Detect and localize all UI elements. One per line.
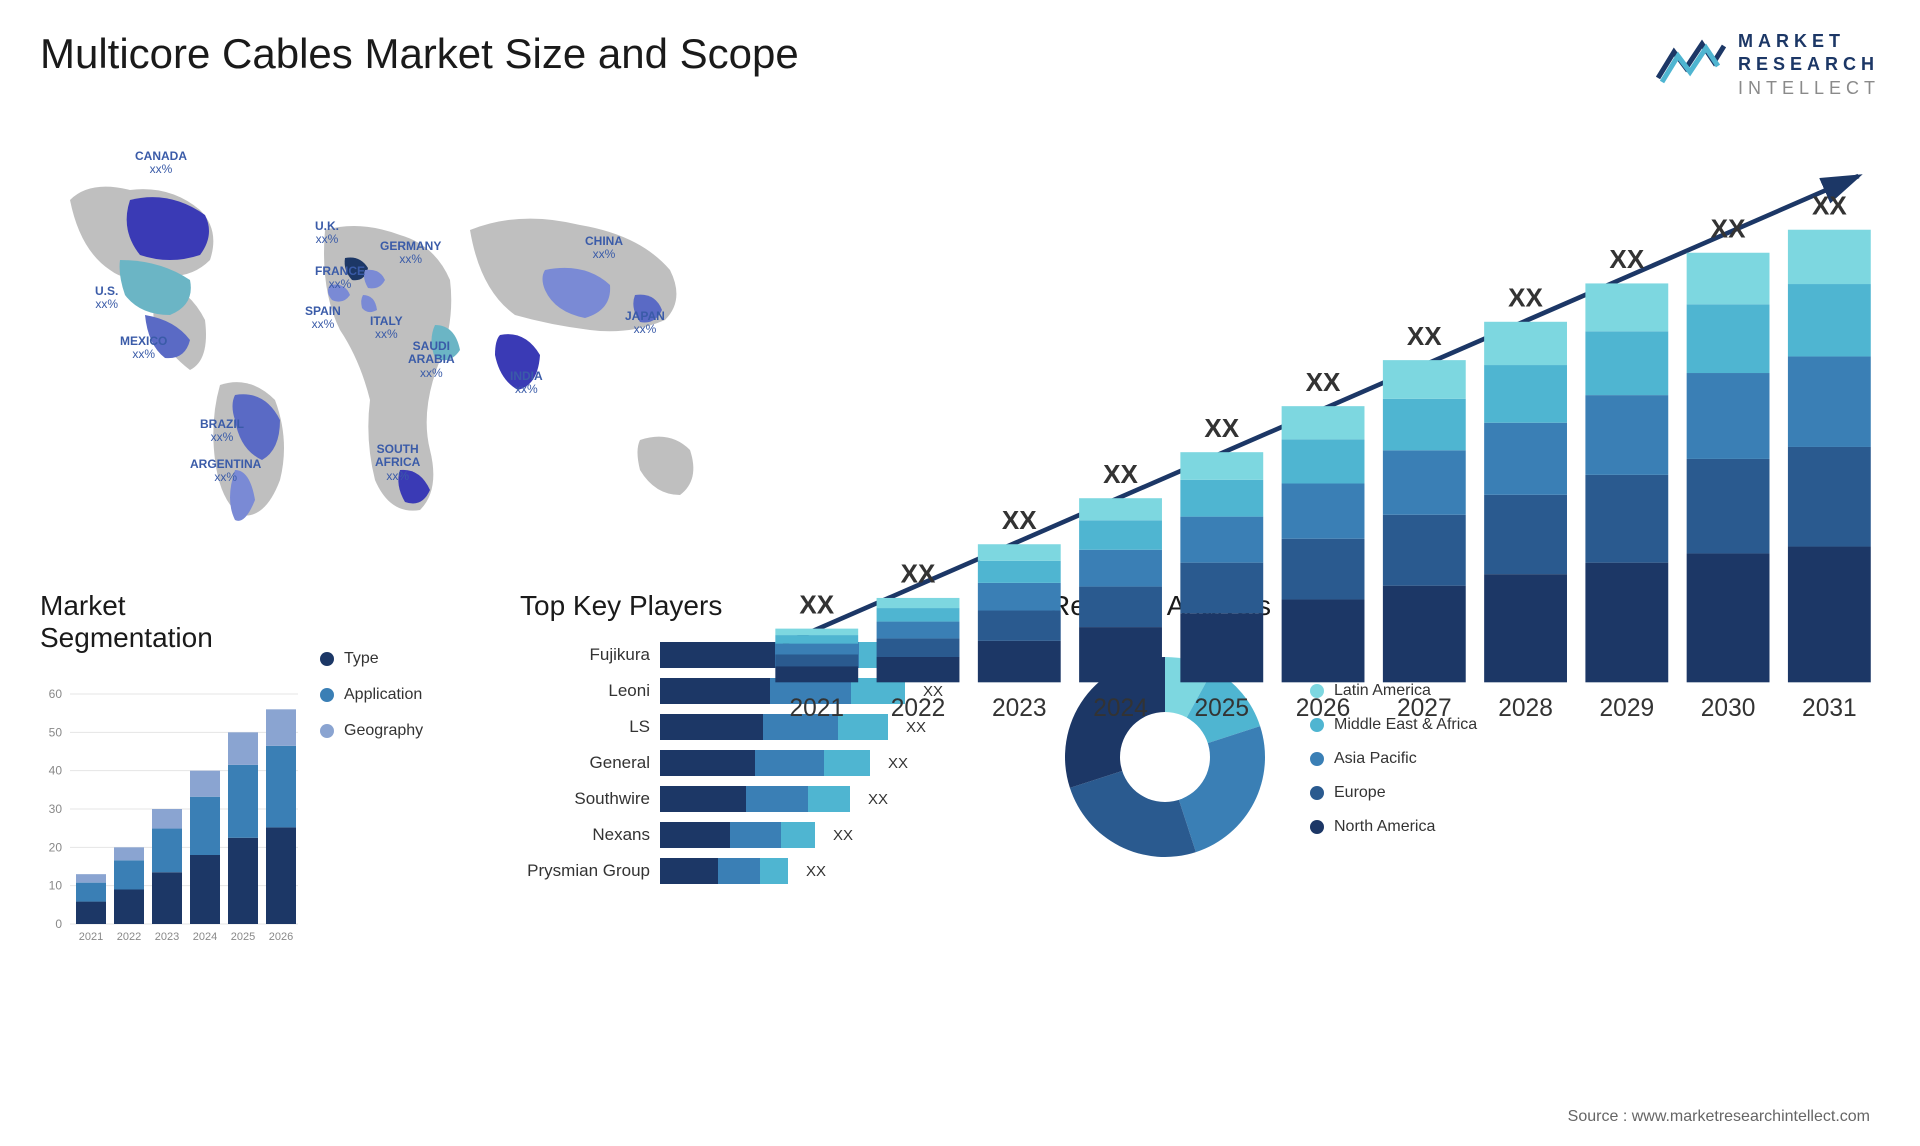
- world-map: CANADAxx% U.S.xx% MEXICOxx% BRAZILxx% ARGENT…: [40, 130, 720, 550]
- svg-text:2021: 2021: [79, 931, 103, 943]
- segmentation-section: Market Segmentation 0 10 20 30 40 50 60 2021 202…: [40, 590, 470, 970]
- map-label: SPAINxx%: [305, 305, 341, 331]
- svg-text:2023: 2023: [155, 931, 179, 943]
- map-label: ITALYxx%: [370, 315, 403, 341]
- svg-text:2024: 2024: [1093, 695, 1148, 722]
- map-label: CHINAxx%: [585, 235, 623, 261]
- legend-item: Europe: [1310, 784, 1880, 802]
- svg-text:2026: 2026: [1296, 695, 1351, 722]
- svg-text:20: 20: [49, 841, 63, 855]
- svg-text:2023: 2023: [992, 695, 1047, 722]
- segmentation-chart: 0 10 20 30 40 50 60 2021 2022 2023 2024 2025 2026: [40, 674, 300, 954]
- map-label: INDIAxx%: [510, 370, 543, 396]
- segmentation-legend: Type Application Geography: [320, 590, 470, 970]
- map-label: BRAZILxx%: [200, 418, 244, 444]
- svg-text:XX: XX: [901, 559, 936, 589]
- logo-icon: [1656, 38, 1726, 93]
- svg-text:XX: XX: [1711, 214, 1746, 244]
- map-label: SOUTHAFRICAxx%: [375, 443, 420, 483]
- svg-text:2029: 2029: [1600, 695, 1655, 722]
- source-text: Source : www.marketresearchintellect.com: [1568, 1108, 1870, 1126]
- svg-text:2031: 2031: [1802, 695, 1857, 722]
- legend-item: Type: [320, 650, 470, 668]
- svg-text:2022: 2022: [117, 931, 141, 943]
- svg-text:0: 0: [55, 917, 62, 931]
- svg-text:XX: XX: [1204, 413, 1239, 443]
- svg-text:2025: 2025: [1195, 695, 1250, 722]
- svg-text:XX: XX: [1812, 191, 1847, 221]
- segmentation-title: Market Segmentation: [40, 590, 300, 654]
- map-label: U.K.xx%: [315, 220, 339, 246]
- map-label: SAUDIARABIAxx%: [408, 340, 455, 380]
- map-label: CANADAxx%: [135, 150, 187, 176]
- legend-item: Application: [320, 686, 470, 704]
- player-row: Prysmian GroupXX: [520, 858, 1000, 884]
- svg-text:2026: 2026: [269, 931, 293, 943]
- svg-text:XX: XX: [1306, 367, 1341, 397]
- svg-text:2021: 2021: [789, 695, 844, 722]
- growth-chart: XX2021XX2022XX2023XX2024XX2025XX2026XX20…: [760, 130, 1880, 550]
- svg-text:30: 30: [49, 802, 63, 816]
- legend-item: Geography: [320, 722, 470, 740]
- player-row: GeneralXX: [520, 750, 1000, 776]
- svg-text:2027: 2027: [1397, 695, 1452, 722]
- svg-text:60: 60: [49, 687, 63, 701]
- map-label: FRANCExx%: [315, 265, 365, 291]
- player-row: NexansXX: [520, 822, 1000, 848]
- svg-text:2025: 2025: [231, 931, 255, 943]
- map-label: GERMANYxx%: [380, 240, 441, 266]
- map-label: U.S.xx%: [95, 285, 118, 311]
- growth-chart-svg: XX 2021 XX 2022 XX 2023 XX 2024 XX 2025 XX 2026 XX 20…: [760, 130, 1880, 744]
- svg-text:10: 10: [49, 879, 63, 893]
- svg-text:XX: XX: [1002, 505, 1037, 535]
- svg-text:50: 50: [49, 726, 63, 740]
- svg-text:XX: XX: [1609, 244, 1644, 274]
- legend-item: Asia Pacific: [1310, 750, 1880, 768]
- map-label: MEXICOxx%: [120, 335, 167, 361]
- page-title: Multicore Cables Market Size and Scope: [40, 30, 799, 78]
- map-label: ARGENTINAxx%: [190, 458, 261, 484]
- svg-text:40: 40: [49, 764, 63, 778]
- map-label: JAPANxx%: [625, 310, 665, 336]
- legend-item: North America: [1310, 818, 1880, 836]
- player-row: SouthwireXX: [520, 786, 1000, 812]
- logo: MARKET RESEARCH INTELLECT: [1656, 30, 1880, 100]
- svg-text:XX: XX: [1103, 459, 1138, 489]
- svg-text:2030: 2030: [1701, 695, 1756, 722]
- svg-text:XX: XX: [1407, 321, 1442, 351]
- svg-text:2028: 2028: [1498, 695, 1553, 722]
- svg-text:2024: 2024: [193, 931, 217, 943]
- svg-text:2022: 2022: [891, 695, 946, 722]
- svg-text:XX: XX: [1508, 283, 1543, 313]
- logo-text: MARKET RESEARCH INTELLECT: [1738, 30, 1880, 100]
- svg-text:XX: XX: [799, 589, 834, 619]
